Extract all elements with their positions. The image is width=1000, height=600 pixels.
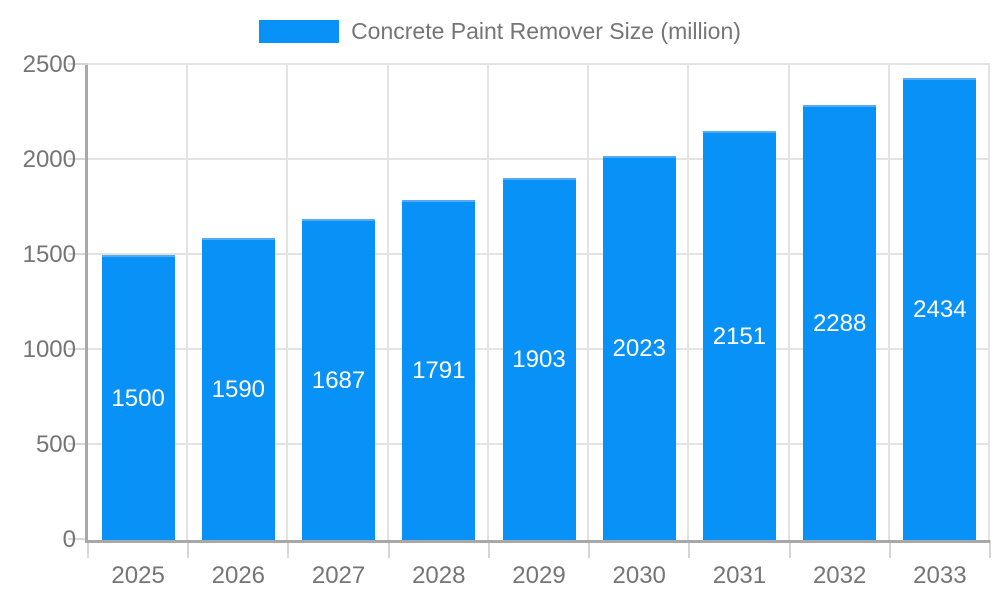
bar-value-label: 2023 [612, 334, 666, 362]
v-gridline [787, 65, 790, 540]
y-axis-tick [68, 158, 88, 160]
bar-2029[interactable]: 1903 [502, 178, 576, 540]
y-axis-tick [68, 348, 88, 350]
bar-2030[interactable]: 2023 [602, 155, 676, 540]
v-gridline [386, 65, 389, 540]
v-gridline [988, 65, 990, 540]
bar-value-label: 2434 [913, 295, 967, 323]
v-gridline [486, 65, 489, 540]
y-axis-tick [68, 538, 88, 540]
v-gridline [286, 65, 289, 540]
v-gridline [186, 65, 189, 540]
x-axis-label: 2031 [712, 562, 767, 589]
y-axis-label: 2000 [22, 146, 76, 173]
x-axis-tick [287, 540, 290, 558]
bar-2031[interactable]: 2151 [702, 131, 776, 540]
x-axis-label: 2033 [913, 562, 967, 589]
bar-2027[interactable]: 1687 [302, 219, 376, 540]
y-axis-label: 1500 [22, 241, 76, 268]
legend-label: Concrete Paint Remover Size (million) [351, 18, 741, 44]
y-axis-label: 0 [62, 526, 76, 553]
h-gridline [88, 63, 990, 65]
bar-2033[interactable]: 2434 [903, 77, 977, 540]
x-axis-label: 2027 [311, 562, 366, 589]
bar-value-label: 1903 [512, 346, 566, 374]
bar-2028[interactable]: 1791 [402, 199, 476, 540]
v-gridline [887, 65, 890, 540]
bar-2025[interactable]: 1500 [101, 255, 175, 540]
x-axis-label: 2026 [211, 562, 266, 589]
h-gridline [88, 158, 990, 160]
y-axis-label: 500 [35, 431, 76, 458]
v-gridline [587, 65, 590, 540]
y-axis-label: 1000 [22, 336, 76, 363]
x-axis-tick [487, 540, 490, 558]
y-axis-line [85, 65, 88, 543]
legend-swatch [259, 19, 340, 43]
chart-legend[interactable]: Concrete Paint Remover Size (million) [0, 18, 1000, 44]
x-axis-tick [989, 540, 991, 558]
x-axis-label: 2029 [512, 562, 566, 589]
y-axis-tick [68, 443, 88, 445]
bar-value-label: 1687 [311, 366, 366, 394]
x-axis-tick [588, 540, 591, 558]
y-axis-tick [68, 253, 88, 255]
x-axis-tick [788, 540, 791, 558]
x-axis-label: 2032 [812, 562, 867, 589]
y-axis-tick [68, 63, 88, 65]
v-gridline [687, 65, 690, 540]
bar-value-label: 1500 [111, 384, 165, 412]
x-axis-tick [187, 540, 190, 558]
bar-value-label: 1590 [211, 375, 266, 403]
x-axis-tick [688, 540, 691, 558]
bar-2026[interactable]: 1590 [201, 237, 275, 540]
x-axis-tick [87, 540, 89, 558]
x-axis-label: 2025 [111, 562, 165, 589]
y-axis-label: 2500 [22, 51, 76, 78]
x-axis-line [85, 540, 990, 543]
x-axis-tick [387, 540, 390, 558]
x-axis-label: 2028 [412, 562, 466, 589]
bar-value-label: 2151 [712, 322, 767, 350]
x-axis-label: 2030 [612, 562, 666, 589]
bar-value-label: 2288 [812, 309, 867, 337]
bar-value-label: 1791 [412, 356, 466, 384]
bar-2032[interactable]: 2288 [803, 105, 877, 540]
x-axis-tick [888, 540, 891, 558]
